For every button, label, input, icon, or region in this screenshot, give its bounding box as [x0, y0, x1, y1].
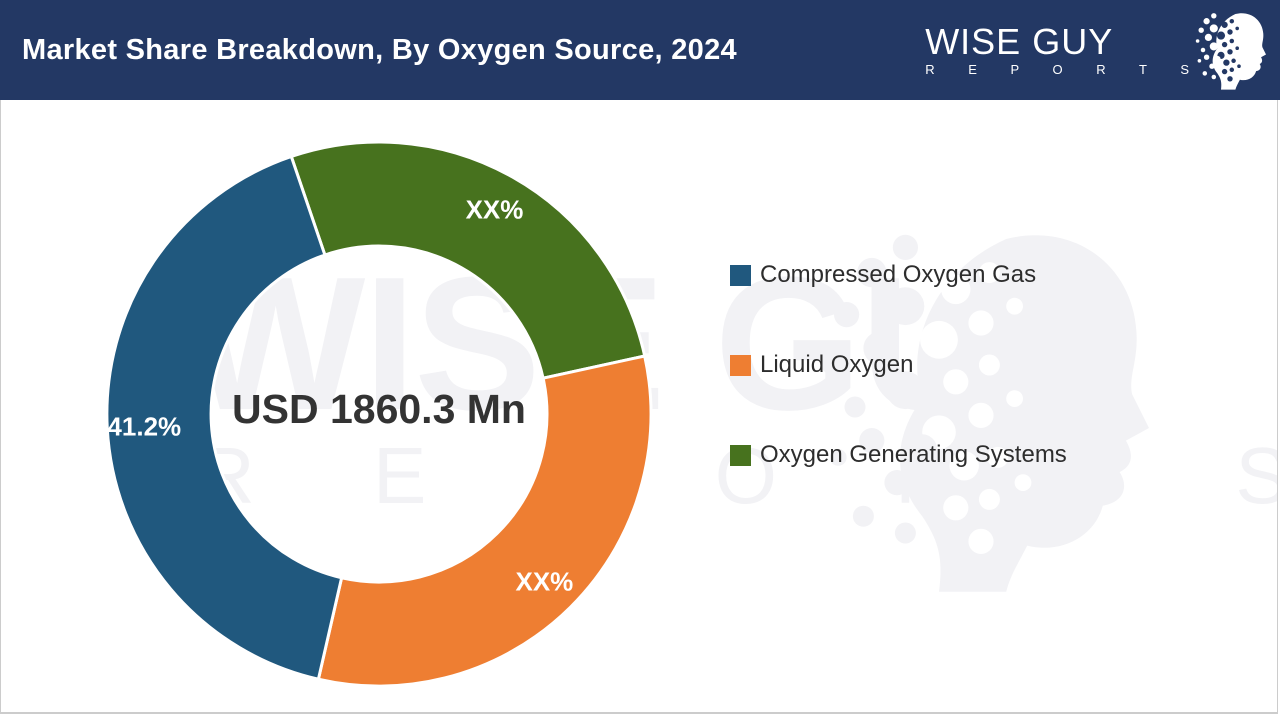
wise-guy-reports-logo: WISE GUY R E P O R T S: [925, 8, 1266, 92]
chart-area: WISE GUY R E P O R T S: [0, 100, 1278, 714]
header-bar: Market Share Breakdown, By Oxygen Source…: [0, 0, 1280, 100]
legend-label: Compressed Oxygen Gas: [760, 261, 1037, 288]
slice-percent-label: 41.2%: [107, 411, 181, 441]
legend-swatch-compressed-oxygen-gas: [730, 264, 751, 286]
legend-item-compressed-oxygen-gas: Compressed Oxygen Gas: [730, 257, 1067, 293]
logo-wordmark: WISE GUY: [925, 21, 1114, 62]
legend-item-liquid-oxygen: Liquid Oxygen: [730, 347, 1067, 383]
donut-slice-oxygen-generating-systems: [289, 140, 647, 380]
slice-percent-label: XX%: [466, 195, 524, 225]
legend: Compressed Oxygen Gas Liquid Oxygen Oxyg…: [730, 257, 1067, 527]
legend-swatch-oxygen-generating-systems: [730, 444, 751, 466]
page-title: Market Share Breakdown, By Oxygen Source…: [22, 33, 737, 66]
logo-wordmark-block: WISE GUY R E P O R T S: [925, 21, 1204, 78]
legend-label: Liquid Oxygen: [760, 351, 914, 378]
donut-slice-compressed-oxygen-gas: [105, 155, 344, 681]
logo-subtitle: R E P O R T S: [925, 62, 1204, 77]
donut-slice-liquid-oxygen: [316, 354, 653, 688]
legend-swatch-liquid-oxygen: [730, 354, 751, 376]
legend-item-oxygen-generating-systems: Oxygen Generating Systems: [730, 437, 1067, 473]
slice-percent-label: XX%: [515, 566, 573, 596]
logo-head-icon: [1195, 13, 1266, 90]
legend-label: Oxygen Generating Systems: [760, 441, 1067, 468]
donut-center-value: USD 1860.3 Mn: [232, 386, 526, 432]
donut-chart: XX% XX% 41.2% USD 1860.3 Mn: [105, 140, 653, 688]
